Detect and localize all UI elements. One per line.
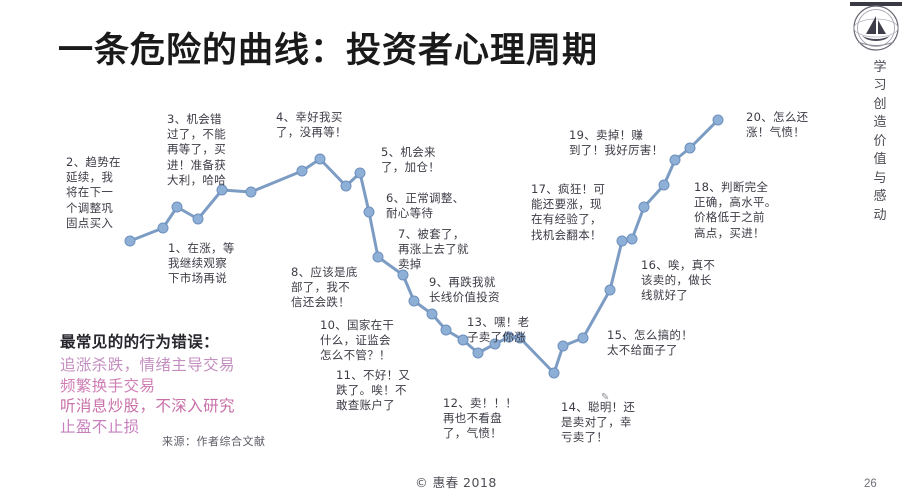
copyright-text: © 惠春 2018 <box>415 475 497 490</box>
annotation-9: 9、再跌我就 长线价值投资 <box>429 275 500 305</box>
annotation-5: 5、机会来 了，加仓！ <box>381 145 440 175</box>
annotation-3: 3、机会错 过了，不能 再等了，买 进！准备获 大利，哈哈 <box>167 112 226 187</box>
sailboat-circular-logo <box>848 2 904 54</box>
annotation-15: 15、怎么搞的！ 太不给面子了 <box>607 328 694 358</box>
pencil-doodle-icon: ✎ <box>601 392 610 403</box>
common-mistakes-block: 最常见的的行为错误： 追涨杀跌，情绪主导交易 频繁换手交易听消息炒股，不深入研究止… <box>60 330 310 437</box>
curve-data-point <box>372 251 384 263</box>
curve-data-point <box>658 179 670 191</box>
curve-data-point <box>296 165 308 177</box>
annotation-13: 13、嘿！老 子卖了你涨 <box>467 315 530 345</box>
curve-data-point <box>426 308 438 320</box>
mistake-line-3: 听消息炒股，不深入研究 <box>60 397 235 416</box>
mistake-line-1: 追涨杀跌，情绪主导交易 <box>60 356 235 374</box>
curve-data-point <box>440 324 452 336</box>
slogan-char: 值 <box>873 151 887 167</box>
vertical-slogan: 学习创造价值与感动 <box>869 58 891 224</box>
annotation-12: 12、卖！！！ 再也不看盘 了，气愤！ <box>443 396 518 441</box>
curve-data-point <box>712 114 724 126</box>
slogan-char: 与 <box>873 169 887 185</box>
curve-data-point <box>171 201 183 213</box>
slogan-char: 学 <box>873 59 887 74</box>
mistake-line-4: 止盈不止损 <box>60 417 140 436</box>
mistake-line-2: 频繁换手交易 <box>60 376 156 395</box>
annotation-1: 1、在涨，等 我继续观察 下市场再说 <box>168 241 235 286</box>
annotation-14: 14、聪明！还 是卖对了，幸 亏卖了！ <box>561 400 636 445</box>
annotation-18: 18、判断完全 正确，高水平。 价格低于之前 高点，买进！ <box>694 180 777 240</box>
annotation-4: 4、幸好我买 了，没再等！ <box>276 110 347 140</box>
curve-data-point <box>314 153 326 165</box>
curve-data-point <box>363 206 375 218</box>
slogan-char: 习 <box>873 77 887 93</box>
slogan-char: 造 <box>873 114 887 130</box>
slogan-char: 价 <box>873 132 887 148</box>
annotation-19: 19、卖掉！赚 到了！我好厉害！ <box>569 128 664 158</box>
curve-data-point <box>604 284 616 296</box>
annotation-20: 20、怎么还 涨！气愤！ <box>746 110 809 140</box>
curve-data-point <box>408 295 420 307</box>
curve-data-point <box>557 340 569 352</box>
annotation-10: 10、国家在干 什么，证监会 怎么不管？！ <box>320 318 395 363</box>
slogan-char: 动 <box>873 206 887 222</box>
curve-data-point <box>638 201 650 213</box>
page-number: 26 <box>864 478 877 490</box>
annotation-11: 11、不好！又 跌了。唉！不 敢查账户了 <box>336 368 411 413</box>
curve-data-point <box>472 347 484 359</box>
page-title: 一条危险的曲线：投资者心理周期 <box>58 31 599 71</box>
common-mistakes-list: 追涨杀跌，情绪主导交易 频繁换手交易听消息炒股，不深入研究 止盈不止损 <box>60 355 310 437</box>
annotation-6: 6、正常调整、 耐心等待 <box>386 191 465 221</box>
curve-data-point <box>354 167 366 179</box>
annotation-16: 16、唉，真不 该卖的，做长 线就好了 <box>641 258 716 303</box>
annotation-8: 8、应该是底 部了，我不 信还会跌！ <box>291 265 358 310</box>
annotation-17: 17、疯狂！可 能还要涨，现 在有经验了， 找机会翻本！ <box>531 182 606 242</box>
common-mistakes-heading: 最常见的的行为错误： <box>60 333 220 351</box>
curve-data-point <box>124 235 136 247</box>
annotation-2: 2、趋势在 延续，我 将在下一 个调整巩 固点买入 <box>66 155 121 230</box>
source-note: 来源：作者综合文献 <box>162 435 266 448</box>
curve-data-point <box>192 213 204 225</box>
slogan-char: 创 <box>873 95 887 111</box>
curve-data-point <box>548 367 560 379</box>
curve-data-point <box>157 222 169 234</box>
slogan-char: 感 <box>873 188 887 204</box>
annotation-7: 7、被套了， 再涨上去了就 卖掉 <box>398 227 469 272</box>
curve-data-point <box>340 180 352 192</box>
curve-data-point <box>577 332 589 344</box>
curve-data-point <box>245 186 257 198</box>
